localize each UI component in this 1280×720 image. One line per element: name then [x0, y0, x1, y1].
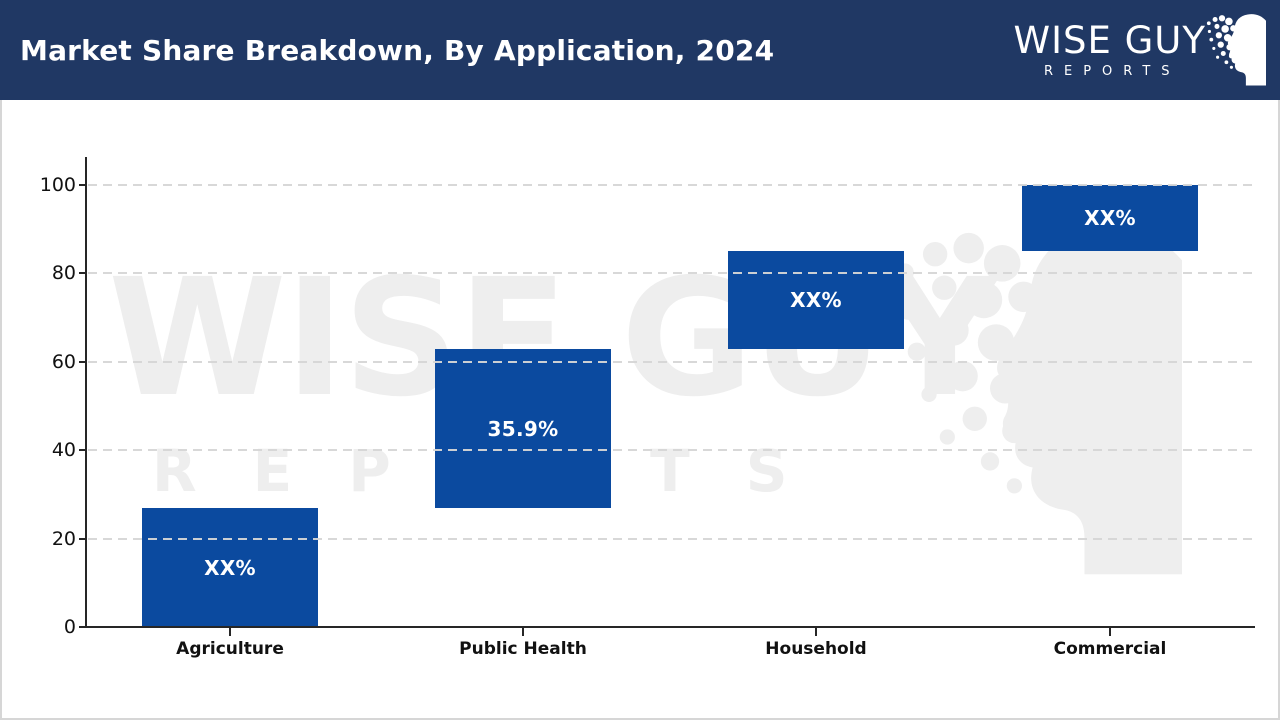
- y-axis-tick-label: 0: [63, 616, 76, 638]
- y-axis-tick-label: 100: [39, 174, 76, 196]
- gridline: [88, 537, 1253, 540]
- bar-commercial: XX%: [1022, 185, 1198, 251]
- y-axis-tick: [79, 537, 87, 540]
- x-axis-tick: [815, 628, 817, 636]
- gridline: [88, 184, 1253, 186]
- x-axis-category-label: Agriculture: [176, 639, 284, 659]
- logo-name: WISE GUY: [1013, 18, 1206, 62]
- y-axis-tick-label: 80: [51, 262, 76, 285]
- bar-agriculture: XX%: [142, 508, 318, 627]
- x-axis-category-label: Household: [765, 639, 867, 659]
- y-axis-tick: [79, 184, 87, 186]
- bar-value-label: XX%: [204, 555, 256, 580]
- bar-value-label: XX%: [790, 288, 842, 313]
- header-bar: Market Share Breakdown, By Application, …: [0, 0, 1280, 100]
- y-axis-tick: [79, 626, 87, 628]
- bar-value-label: 35.9%: [487, 416, 559, 441]
- x-axis-category-label: Commercial: [1053, 639, 1167, 659]
- x-axis-line: [85, 626, 1255, 628]
- page-title: Market Share Breakdown, By Application, …: [20, 33, 775, 67]
- y-axis-tick-label: 40: [51, 439, 76, 462]
- bar-value-label: XX%: [1084, 205, 1136, 230]
- y-axis-tick: [79, 272, 87, 275]
- logo-tagline: REPORTS: [1043, 63, 1181, 79]
- x-axis-tick: [1109, 628, 1111, 636]
- x-axis-category-label: Public Health: [459, 639, 587, 659]
- gridline: [88, 449, 1253, 452]
- bar-public-health: 35.9%: [435, 349, 611, 509]
- dotted-head-icon: [1200, 6, 1266, 94]
- y-axis-tick: [79, 449, 87, 452]
- y-axis-tick-label: 60: [51, 350, 76, 373]
- gridline: [88, 360, 1253, 363]
- x-axis-tick: [229, 628, 231, 636]
- y-axis-tick-label: 20: [51, 527, 76, 550]
- bar-household: XX%: [728, 250, 904, 350]
- gridline: [88, 272, 1253, 275]
- wiseguy-logo: WISE GUY REPORTS: [1014, 6, 1266, 94]
- x-axis-tick: [522, 628, 524, 636]
- y-axis-tick: [79, 360, 87, 363]
- y-axis-line: [85, 157, 87, 628]
